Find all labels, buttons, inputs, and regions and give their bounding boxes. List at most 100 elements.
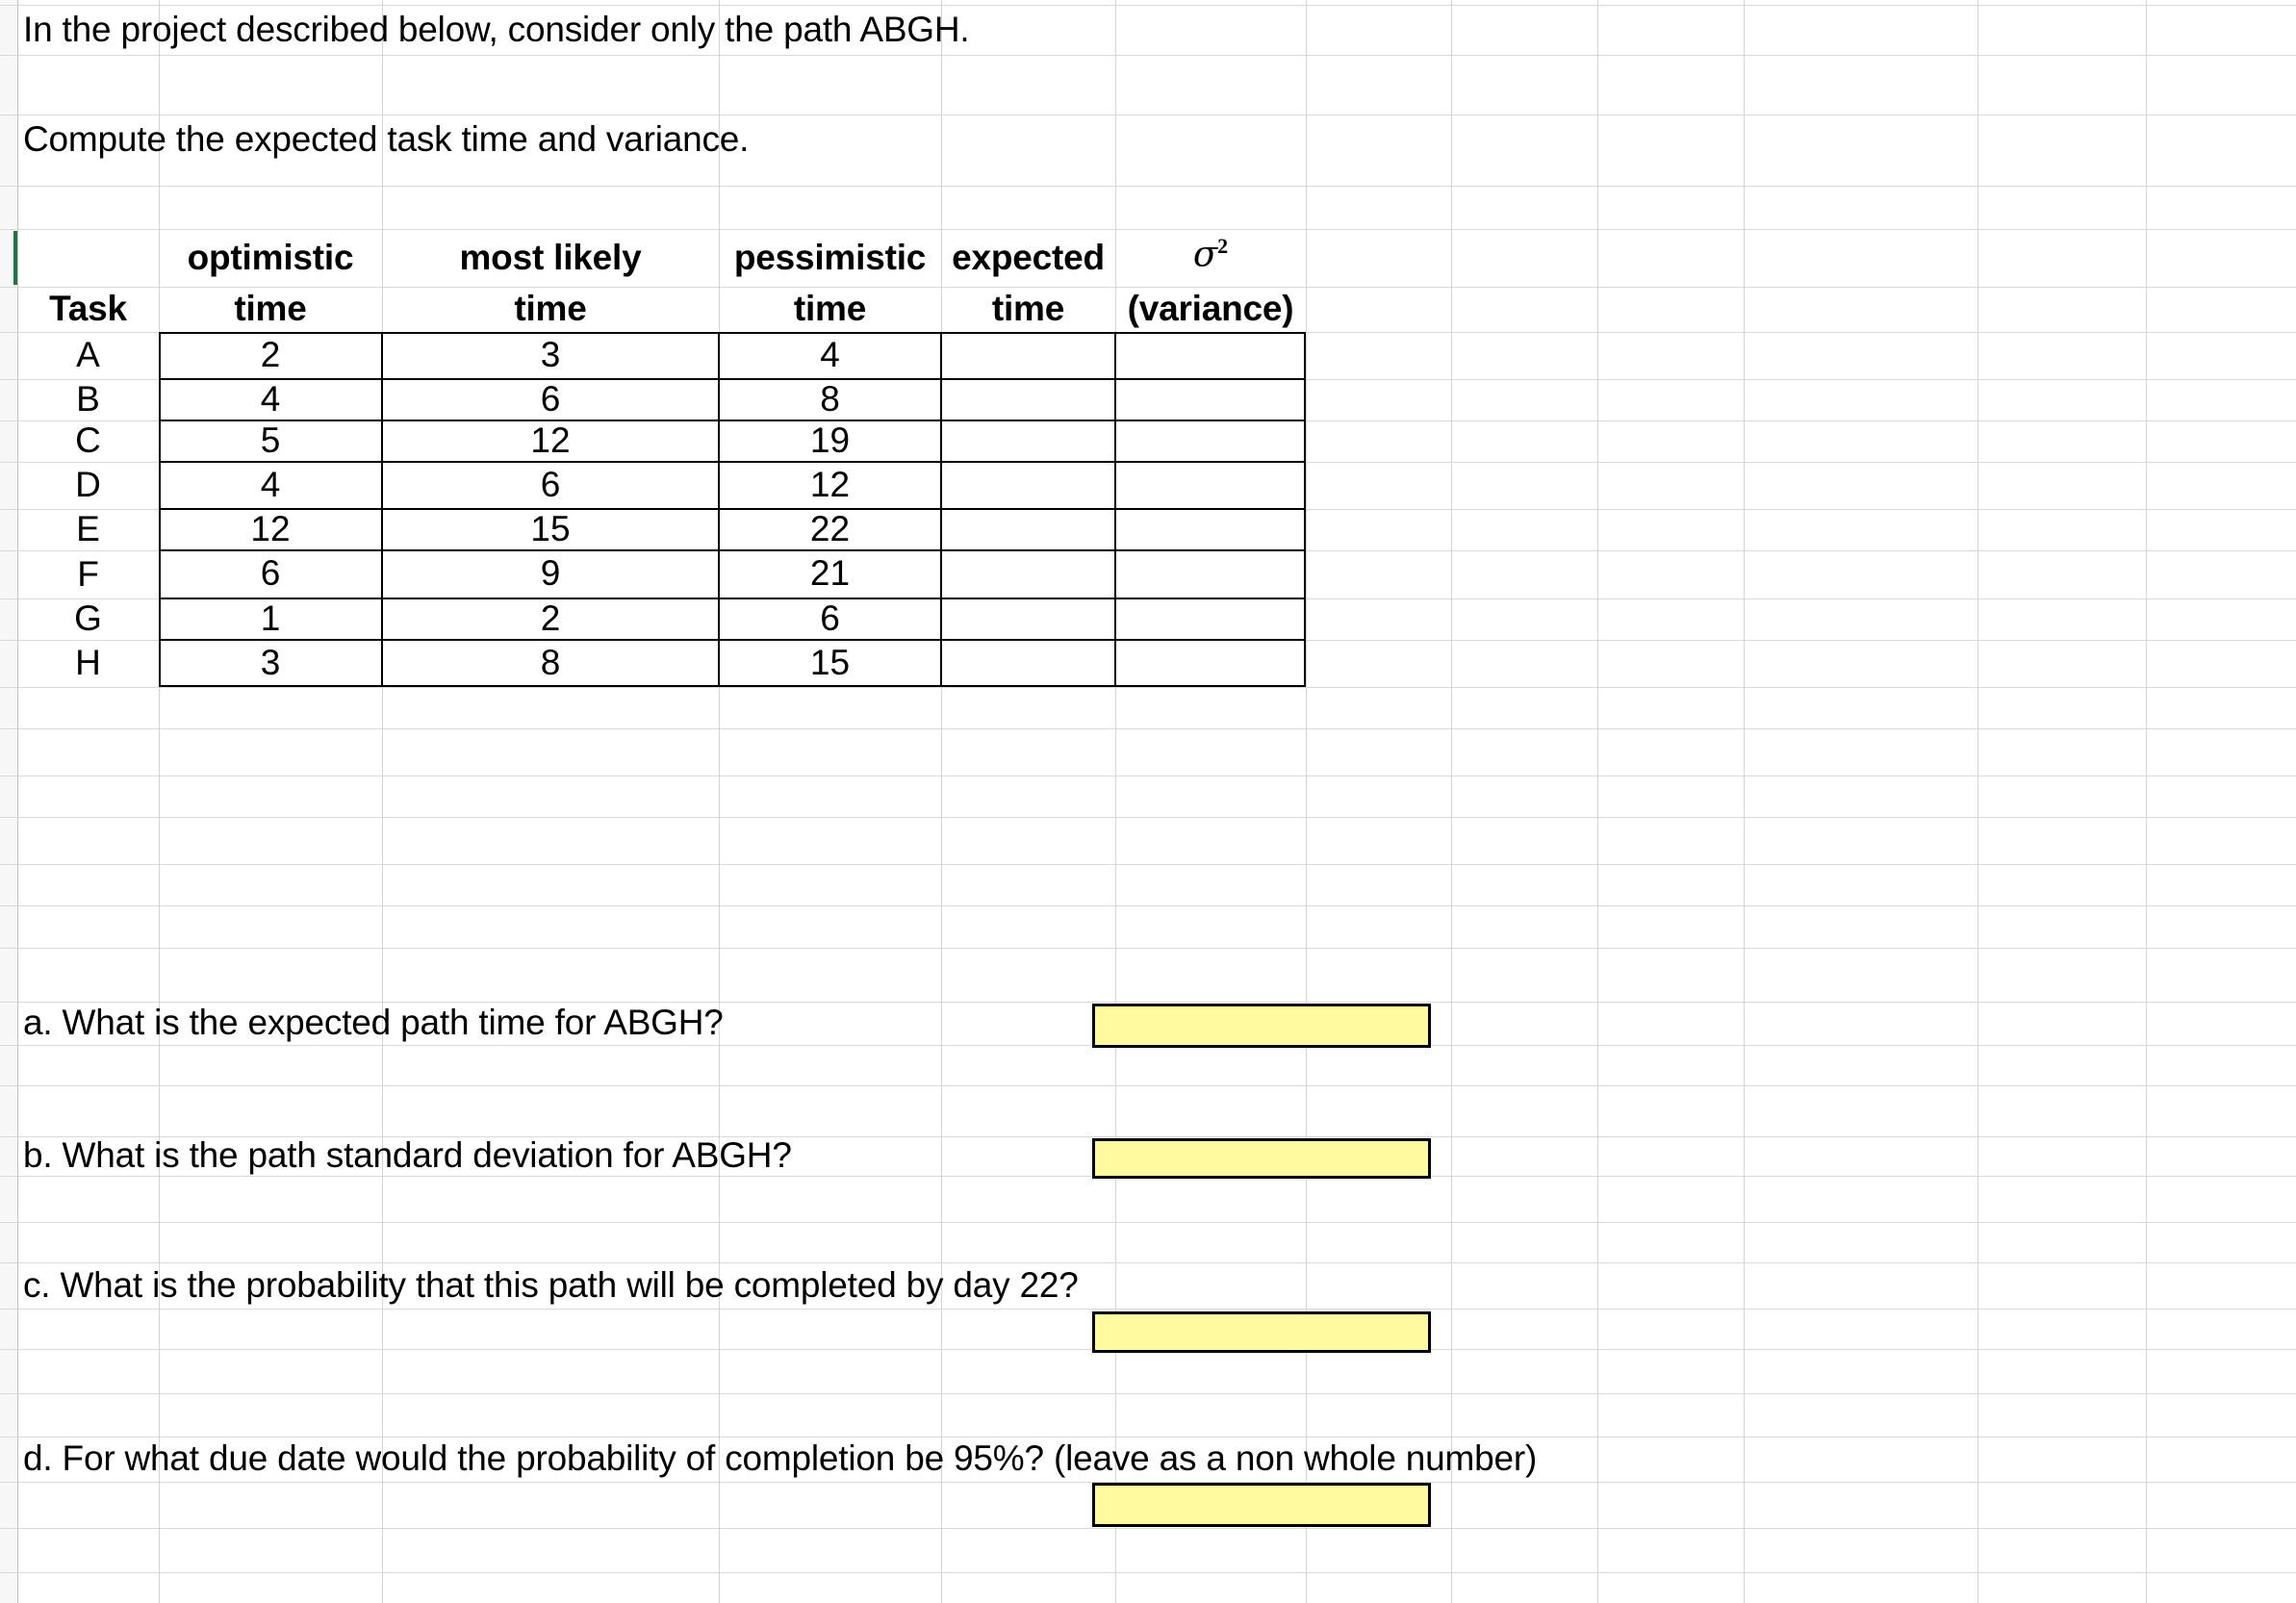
header-optimistic-time: time	[234, 289, 307, 329]
cell-optimistic[interactable]: 6	[260, 553, 281, 594]
sigma-exponent: 2	[1217, 233, 1229, 258]
cell-most-likely[interactable]: 8	[540, 643, 561, 683]
grid-hline	[0, 114, 2296, 115]
cell-pessimistic[interactable]: 12	[809, 465, 851, 505]
grid-hline	[0, 55, 2296, 56]
grid-hline	[0, 948, 2296, 949]
question-c-text: c. What is the probability that this pat…	[23, 1264, 1079, 1305]
table-row-task: F	[77, 553, 99, 594]
grid-hline	[0, 1309, 2296, 1310]
header-pessimistic-time: time	[793, 289, 867, 329]
grid-hline	[0, 1136, 2296, 1137]
cell-variance[interactable]	[1115, 509, 1306, 550]
sigma-glyph: σ2	[1192, 233, 1229, 275]
grid-hline	[0, 687, 2296, 688]
grid-vline	[159, 0, 160, 1603]
table-row-task: B	[76, 379, 100, 420]
grid-hline	[0, 1085, 2296, 1086]
grid-hline	[0, 287, 2296, 288]
intro-line-1: In the project described below, consider…	[23, 9, 970, 49]
header-most-likely-time: time	[514, 289, 587, 329]
cell-pessimistic[interactable]: 15	[809, 643, 851, 683]
cell-optimistic[interactable]: 1	[260, 598, 281, 639]
answer-input-b[interactable]	[1092, 1138, 1431, 1179]
grid-hline	[0, 1222, 2296, 1223]
grid-vline	[17, 0, 18, 1603]
grid-vline	[1597, 0, 1598, 1603]
question-d-text: d. For what due date would the probabili…	[23, 1438, 1538, 1479]
cell-variance[interactable]	[1115, 640, 1306, 687]
header-expected-word: expected	[952, 237, 1105, 277]
cell-most-likely[interactable]: 9	[540, 553, 561, 594]
table-row-task: E	[76, 509, 100, 549]
header-pessimistic-word: pessimistic	[733, 237, 927, 277]
cell-most-likely[interactable]: 6	[540, 465, 561, 505]
grid-hline	[0, 864, 2296, 865]
cell-expected[interactable]	[941, 598, 1115, 640]
grid-vline	[1115, 0, 1116, 1603]
answer-input-c[interactable]	[1092, 1311, 1431, 1353]
grid-hline	[0, 817, 2296, 818]
cell-expected[interactable]	[941, 379, 1115, 420]
grid-vline	[1451, 0, 1452, 1603]
grid-hline	[0, 1437, 2296, 1438]
cell-most-likely[interactable]: 2	[540, 598, 561, 639]
grid-hline	[0, 905, 2296, 906]
question-a-text: a. What is the expected path time for AB…	[23, 1003, 724, 1043]
grid-vline	[941, 0, 942, 1603]
cell-most-likely[interactable]: 15	[530, 509, 571, 549]
cell-variance[interactable]	[1115, 379, 1306, 420]
cell-expected[interactable]	[941, 509, 1115, 550]
grid-hline	[0, 1393, 2296, 1394]
cell-expected[interactable]	[941, 332, 1115, 379]
cell-variance[interactable]	[1115, 598, 1306, 640]
header-sigma-squared: σ2	[1115, 227, 1306, 281]
header-task: Task	[49, 289, 127, 329]
cell-expected[interactable]	[941, 462, 1115, 509]
table-row-sep	[159, 461, 1306, 463]
answer-input-a[interactable]	[1092, 1004, 1431, 1048]
grid-vline	[2146, 0, 2147, 1603]
table-row-task: C	[75, 420, 101, 461]
cell-expected[interactable]	[941, 640, 1115, 687]
header-most-likely-word: most likely	[459, 237, 642, 277]
grid-hline	[0, 728, 2296, 729]
question-b-text: b. What is the path standard deviation f…	[23, 1135, 792, 1176]
cell-expected[interactable]	[941, 420, 1115, 462]
table-row-sep	[159, 378, 1306, 380]
grid-hline	[0, 1002, 2296, 1003]
grid-hline	[0, 1262, 2296, 1263]
cell-optimistic[interactable]: 3	[260, 643, 281, 683]
table-row-task: H	[75, 643, 101, 683]
cell-pessimistic[interactable]: 19	[809, 420, 851, 461]
cell-variance[interactable]	[1115, 550, 1306, 598]
cell-most-likely[interactable]: 6	[540, 379, 561, 420]
cell-optimistic[interactable]: 4	[260, 379, 281, 420]
grid-vline	[1306, 0, 1307, 1603]
cell-variance[interactable]	[1115, 420, 1306, 462]
cell-optimistic[interactable]: 5	[260, 420, 281, 461]
cell-expected[interactable]	[941, 550, 1115, 598]
cell-pessimistic[interactable]: 21	[809, 553, 851, 594]
table-row-sep	[159, 420, 1306, 421]
cell-optimistic[interactable]: 2	[260, 335, 281, 375]
cell-variance[interactable]	[1115, 462, 1306, 509]
row-header-gutter	[0, 0, 17, 1603]
grid-hline	[0, 5, 2296, 6]
answer-input-d[interactable]	[1092, 1483, 1431, 1527]
table-row-sep	[159, 598, 1306, 599]
cell-variance[interactable]	[1115, 332, 1306, 379]
cell-pessimistic[interactable]: 22	[809, 509, 851, 549]
cell-pessimistic[interactable]: 6	[820, 598, 840, 639]
cell-optimistic[interactable]: 12	[250, 509, 291, 549]
cell-pessimistic[interactable]: 4	[820, 335, 840, 375]
grid-hline	[0, 1572, 2296, 1573]
grid-vline	[719, 0, 720, 1603]
cell-most-likely[interactable]: 3	[540, 335, 561, 375]
cell-optimistic[interactable]: 4	[260, 465, 281, 505]
cell-most-likely[interactable]: 12	[530, 420, 571, 461]
grid-vline	[1977, 0, 1978, 1603]
cell-pessimistic[interactable]: 8	[820, 379, 840, 420]
grid-hline	[0, 1482, 2296, 1483]
